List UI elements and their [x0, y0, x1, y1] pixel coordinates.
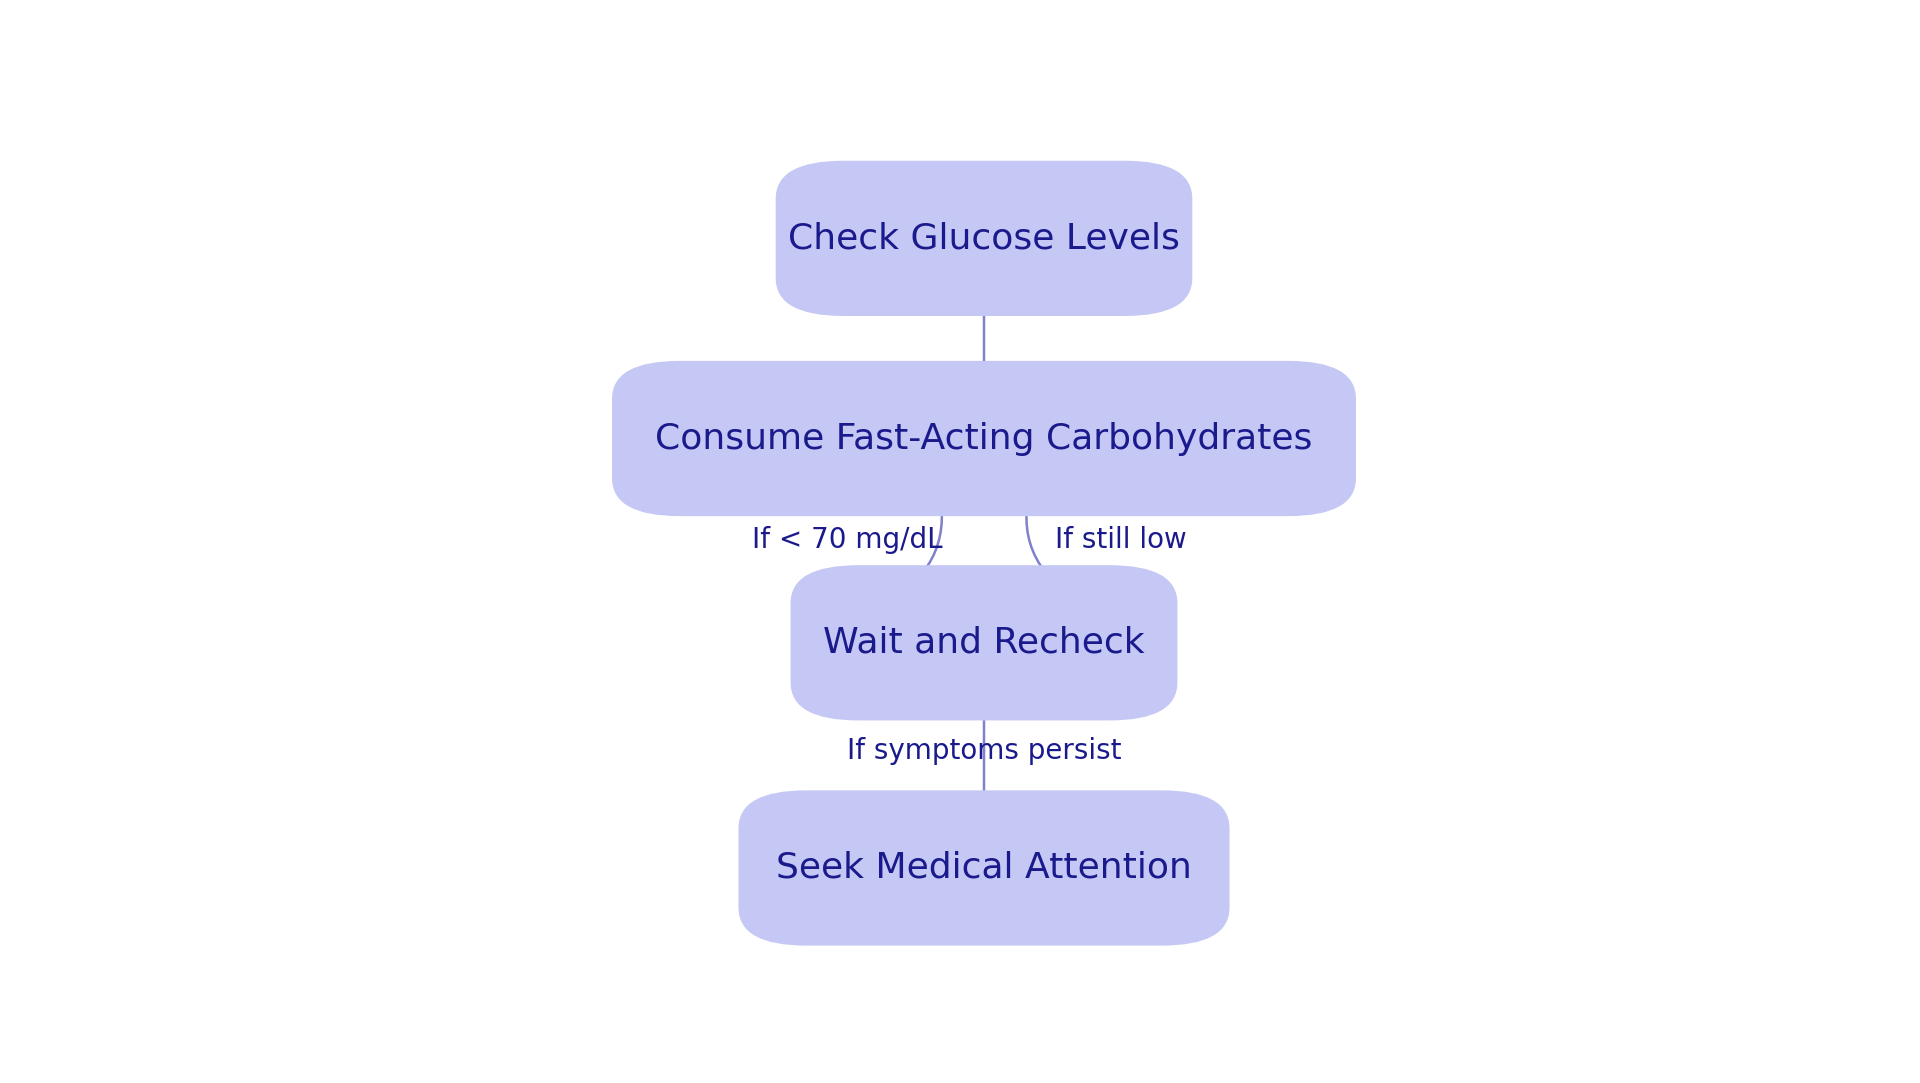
FancyArrowPatch shape [887, 481, 943, 601]
Text: If still low: If still low [1054, 526, 1187, 554]
FancyBboxPatch shape [739, 791, 1229, 945]
FancyBboxPatch shape [612, 361, 1356, 517]
Text: If < 70 mg/dL: If < 70 mg/dL [753, 526, 943, 554]
FancyBboxPatch shape [776, 160, 1192, 316]
FancyBboxPatch shape [791, 565, 1177, 720]
Text: Wait and Recheck: Wait and Recheck [824, 626, 1144, 660]
Text: Consume Fast-Acting Carbohydrates: Consume Fast-Acting Carbohydrates [655, 421, 1313, 456]
Text: Check Glucose Levels: Check Glucose Levels [787, 221, 1181, 256]
FancyArrowPatch shape [1023, 483, 1081, 602]
Text: If symptoms persist: If symptoms persist [847, 738, 1121, 766]
Text: Seek Medical Attention: Seek Medical Attention [776, 851, 1192, 885]
